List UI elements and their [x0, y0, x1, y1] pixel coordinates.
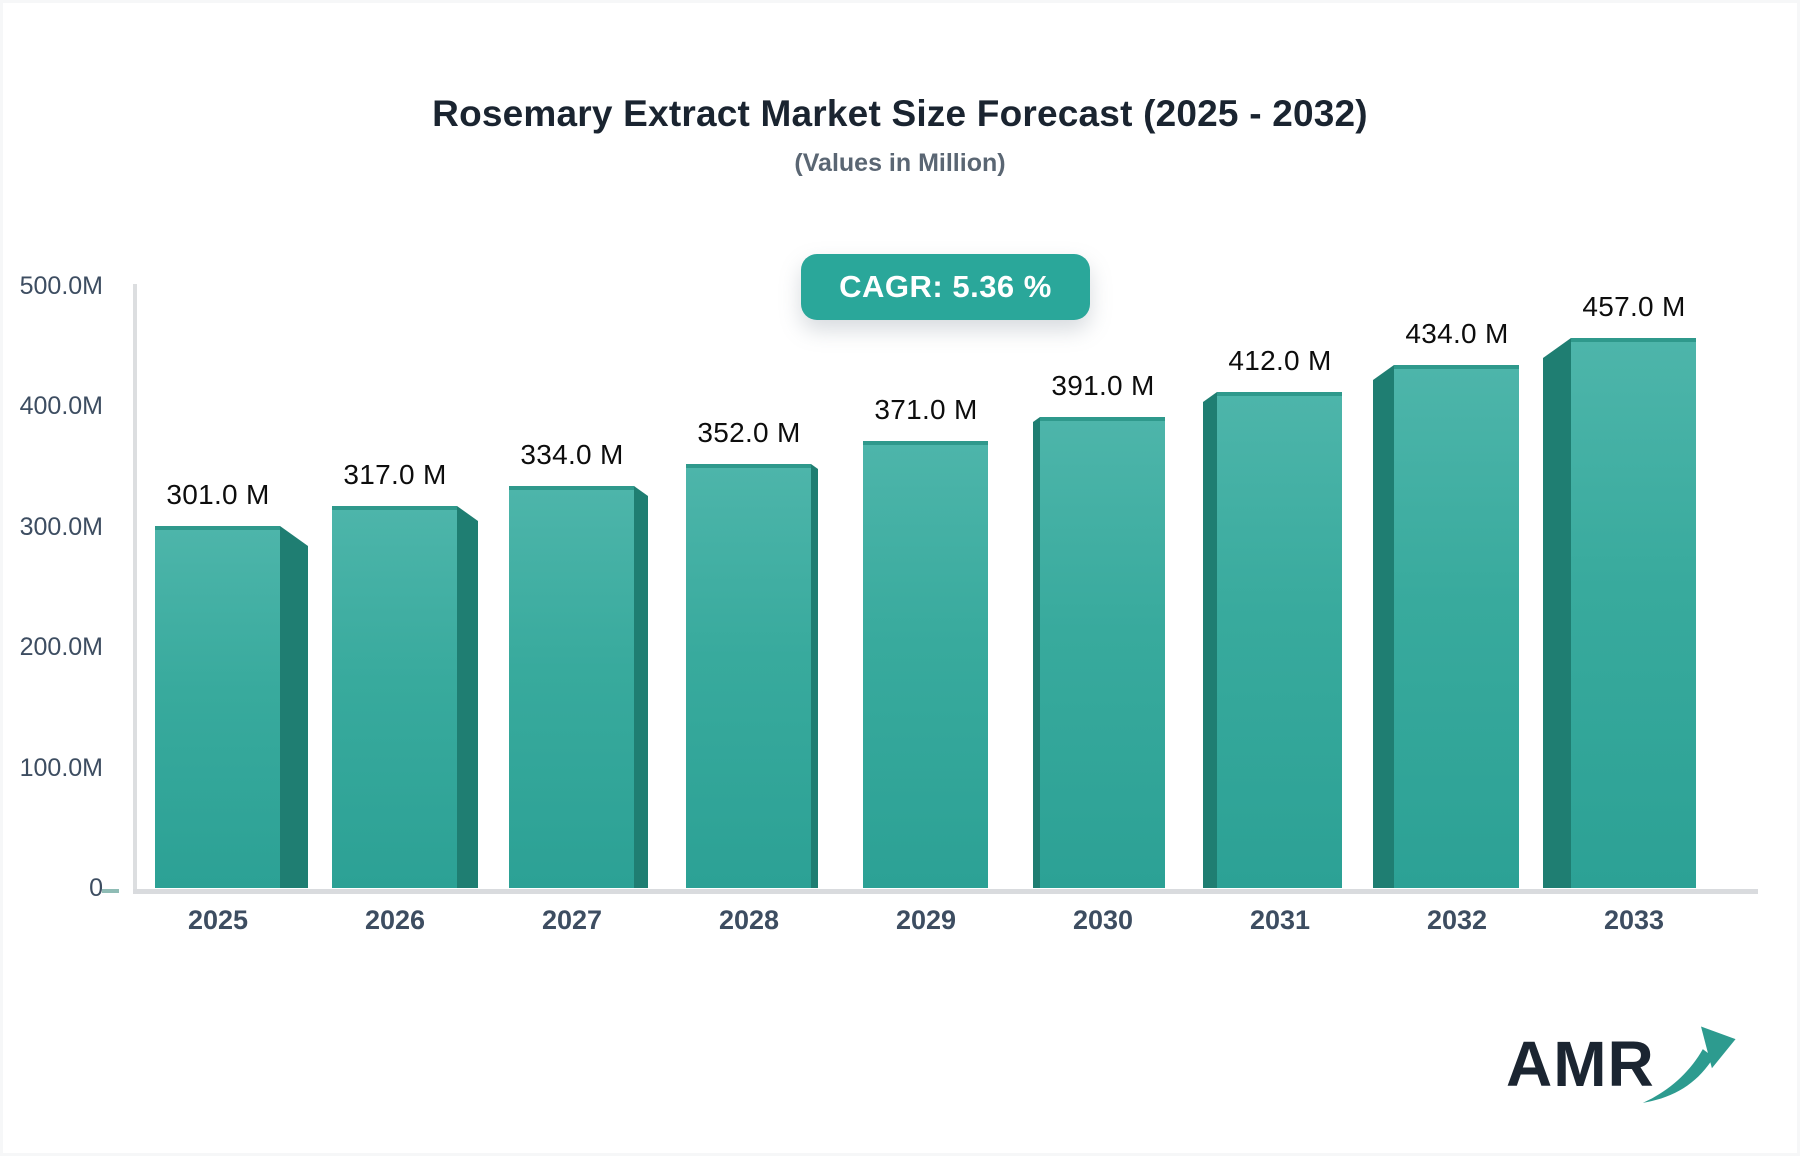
bar [155, 526, 280, 888]
bar-value-label: 391.0 M [1051, 370, 1155, 401]
bar-side-right [457, 506, 478, 888]
zero-tick-mark [102, 889, 119, 893]
bar [1040, 417, 1165, 888]
y-axis-label: 200.0M [19, 633, 103, 662]
bar-value-label: 352.0 M [697, 417, 801, 448]
amr-logo-text: AMR [1506, 1028, 1655, 1100]
x-axis-label: 2030 [1072, 905, 1134, 935]
y-axis-label: 500.0M [19, 272, 103, 300]
bar [1571, 338, 1696, 888]
y-axis-label: 100.0M [19, 753, 103, 782]
bar [1394, 365, 1519, 888]
amr-logo: AMR [1506, 1019, 1741, 1115]
bar [863, 441, 988, 888]
bar [332, 506, 457, 888]
x-axis-label: 2027 [541, 905, 603, 935]
bar [686, 464, 811, 888]
x-axis-label: 2033 [1603, 905, 1665, 935]
x-axis-label: 2031 [1249, 905, 1311, 935]
y-axis-line [133, 284, 137, 894]
bar [1217, 392, 1342, 888]
bar-side-right [280, 526, 308, 888]
cagr-badge: CAGR: 5.36 % [801, 254, 1090, 320]
bar-chart-plot: 500.0M 400.0M 300.0M 200.0M 100.0M 0 301.0 M 20… [3, 3, 1797, 1153]
bar-value-label: 301.0 M [166, 479, 270, 510]
page-subtitle: (Values in Million) [794, 149, 1006, 177]
x-axis-label: 2025 [187, 905, 249, 935]
bar-side-right [634, 486, 648, 888]
y-axis-label: 400.0M [19, 392, 103, 421]
bar-value-label: 412.0 M [1228, 345, 1332, 376]
bar-side-right [811, 464, 818, 888]
bar-value-label: 457.0 M [1582, 291, 1686, 322]
bar-side-left [1203, 392, 1217, 888]
bar [509, 486, 634, 888]
cagr-badge-wrap: CAGR: 5.36 % [133, 254, 1758, 320]
x-axis-line [133, 889, 1758, 894]
bar-side-left [1543, 338, 1571, 888]
page-title: Rosemary Extract Market Size Forecast (2… [432, 93, 1368, 134]
trending-up-arrow-icon [1642, 1026, 1736, 1103]
bar-value-label: 371.0 M [874, 394, 978, 425]
bar-value-label: 317.0 M [343, 459, 447, 490]
x-axis-label: 2026 [364, 905, 426, 935]
y-axis-label: 300.0M [19, 512, 103, 541]
y-axis-label: 0 [89, 874, 103, 902]
bar-value-label: 434.0 M [1405, 318, 1509, 349]
bar-value-label: 334.0 M [520, 439, 624, 470]
bar-side-left [1373, 365, 1394, 888]
x-axis-label: 2029 [895, 905, 957, 935]
x-axis-label: 2028 [718, 905, 780, 935]
x-axis-label: 2032 [1426, 905, 1488, 935]
bar-side-left [1033, 417, 1040, 888]
